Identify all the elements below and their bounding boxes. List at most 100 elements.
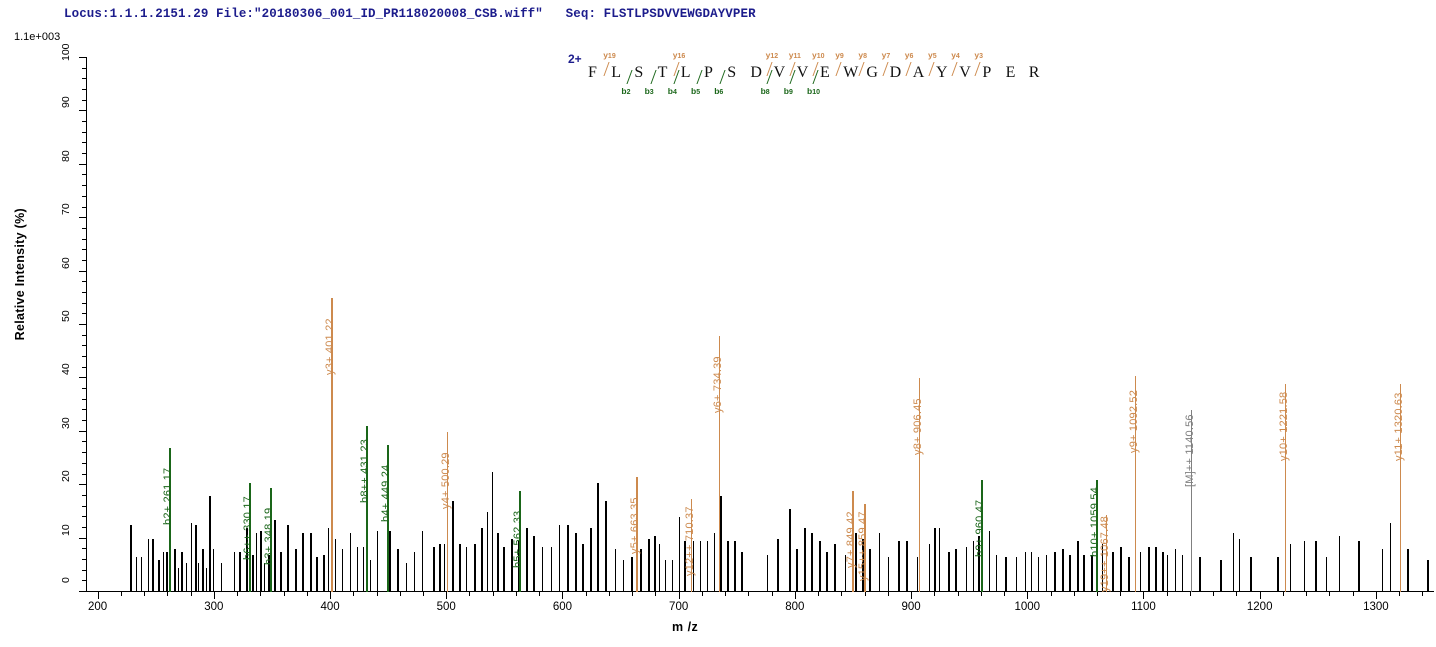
- y-ion-label: y10: [812, 50, 825, 60]
- y-ion-label: y16: [672, 50, 686, 60]
- x-axis-minor-tick: [1282, 592, 1284, 596]
- x-axis-minor-tick: [492, 592, 494, 596]
- y-ion-cleavage-tick: [603, 62, 610, 76]
- y-ion-label: y6: [904, 50, 914, 60]
- spectrum-peak: [397, 549, 399, 592]
- spectrum-peak: [413, 551, 416, 592]
- x-axis-minor-tick: [585, 592, 587, 596]
- peak-label: b3+ 348.19: [262, 507, 275, 565]
- spectrum-peak: [158, 559, 160, 592]
- spectrum-peak: [147, 538, 150, 592]
- x-axis-minor-tick: [1073, 592, 1075, 596]
- y-ion-cleavage-tick: [905, 62, 912, 76]
- spectrum-peak: [1181, 554, 1184, 592]
- spectrum-peak: [558, 525, 561, 592]
- spectrum-peak: [1083, 554, 1085, 592]
- spectrum-peak: [1199, 557, 1201, 592]
- spectrum-peak: [526, 527, 528, 592]
- peak-label: y9+ 1092.52: [1127, 389, 1140, 453]
- y-axis-minor-tick: [82, 526, 86, 528]
- y-ion-label: y8: [858, 50, 868, 60]
- x-axis-tick-label: 900: [901, 601, 921, 613]
- sequence-residue: P: [704, 64, 713, 81]
- y-axis-tick: [79, 484, 86, 486]
- x-axis-tick: [911, 592, 913, 599]
- spectrum-peak: [582, 543, 584, 592]
- spectrum-peak: [481, 527, 483, 592]
- spectrum-peak: [533, 535, 535, 592]
- x-axis-minor-tick: [864, 592, 866, 596]
- x-axis-tick: [97, 592, 99, 599]
- spectrum-peak: [1174, 549, 1177, 592]
- b-ion-cleavage-tick: [626, 70, 633, 84]
- spectrum-peak: [789, 509, 791, 592]
- spectrum-peak: [727, 541, 729, 592]
- sequence-residue: P: [982, 64, 992, 81]
- y-axis-tick: [79, 430, 86, 432]
- spectrum-peak: [152, 538, 154, 592]
- spectrum-peak: [1045, 554, 1048, 592]
- spectrum-peak: [252, 554, 254, 592]
- spectrum-peak: [1303, 541, 1306, 592]
- peak-label: b2+ 261.17: [161, 467, 174, 525]
- x-axis-minor-tick: [167, 592, 169, 596]
- spectrum-peak: [699, 541, 702, 592]
- spectrum-peak: [1427, 559, 1429, 592]
- spectrum-peak: [855, 533, 857, 592]
- spectrum-peak: [376, 530, 379, 592]
- spectrum-peak: [796, 549, 798, 592]
- x-axis-minor-tick: [353, 592, 355, 596]
- spectrum-peak: [777, 538, 779, 592]
- spectrum-peak: [246, 527, 248, 592]
- spectrum-peak: [819, 541, 821, 592]
- y-ion-label: y19: [603, 50, 616, 60]
- x-axis-tick-label: 1100: [1131, 601, 1156, 613]
- x-axis-tick: [794, 592, 796, 599]
- spectrum-peak: [706, 541, 709, 592]
- spectrum-peak: [671, 559, 674, 592]
- spectrum-peak: [640, 549, 642, 592]
- spectrum-peak: [369, 559, 372, 592]
- spectrum-peak: [239, 551, 241, 592]
- spectrum-peak: [575, 533, 577, 592]
- y-axis-minor-tick: [82, 291, 86, 293]
- y-axis-tick: [79, 57, 86, 58]
- peak-label: b4+ 449.24: [380, 464, 393, 523]
- x-axis-minor-tick: [237, 592, 239, 596]
- spectrum-peak: [362, 546, 365, 592]
- sequence-residue: E: [1005, 64, 1016, 81]
- spectrum-peak: [550, 546, 553, 592]
- y-axis-minor-tick: [82, 516, 86, 518]
- peak-label: y12++ 710.37: [683, 505, 696, 576]
- annotated-spectrum-peak: [387, 445, 390, 592]
- x-axis-minor-tick: [1097, 592, 1098, 596]
- spectrum-peak: [433, 546, 435, 592]
- spectrum-peak: [844, 554, 847, 592]
- spectrum-peak: [1120, 546, 1122, 592]
- sequence-residue: W: [843, 64, 859, 81]
- y-axis-minor-tick: [82, 195, 86, 197]
- spectrum-peak: [295, 549, 297, 592]
- spectrum-peak: [654, 535, 656, 592]
- spectrum-peak: [1030, 551, 1033, 592]
- x-axis-minor-tick: [1120, 592, 1122, 596]
- spectrum-peak: [190, 522, 193, 592]
- spectrum-peak: [804, 527, 806, 592]
- annotated-spectrum-peak: [1096, 479, 1099, 592]
- y-ion-label: y5: [928, 50, 937, 60]
- spectrum-peak: [938, 527, 941, 592]
- y-ion-cleavage-tick: [951, 62, 958, 76]
- header-bar: Locus:1.1.1.2151.29 File:"20180306_001_I…: [0, 0, 1436, 26]
- x-axis-minor-tick: [120, 592, 122, 596]
- spectrum-peak: [181, 551, 183, 592]
- spectrum-peak: [948, 551, 950, 592]
- spectrum-peak: [405, 562, 408, 592]
- y-axis-minor-tick: [82, 441, 86, 443]
- y-axis-minor-tick: [82, 153, 86, 155]
- b-ion-cleavage-tick: [696, 70, 703, 84]
- peak-label: b8++ 431.23: [359, 439, 372, 504]
- x-axis-minor-tick: [655, 592, 657, 596]
- sequence-residue: S: [634, 64, 644, 81]
- y-axis-minor-tick: [82, 356, 86, 358]
- x-axis-minor-tick: [1352, 592, 1354, 596]
